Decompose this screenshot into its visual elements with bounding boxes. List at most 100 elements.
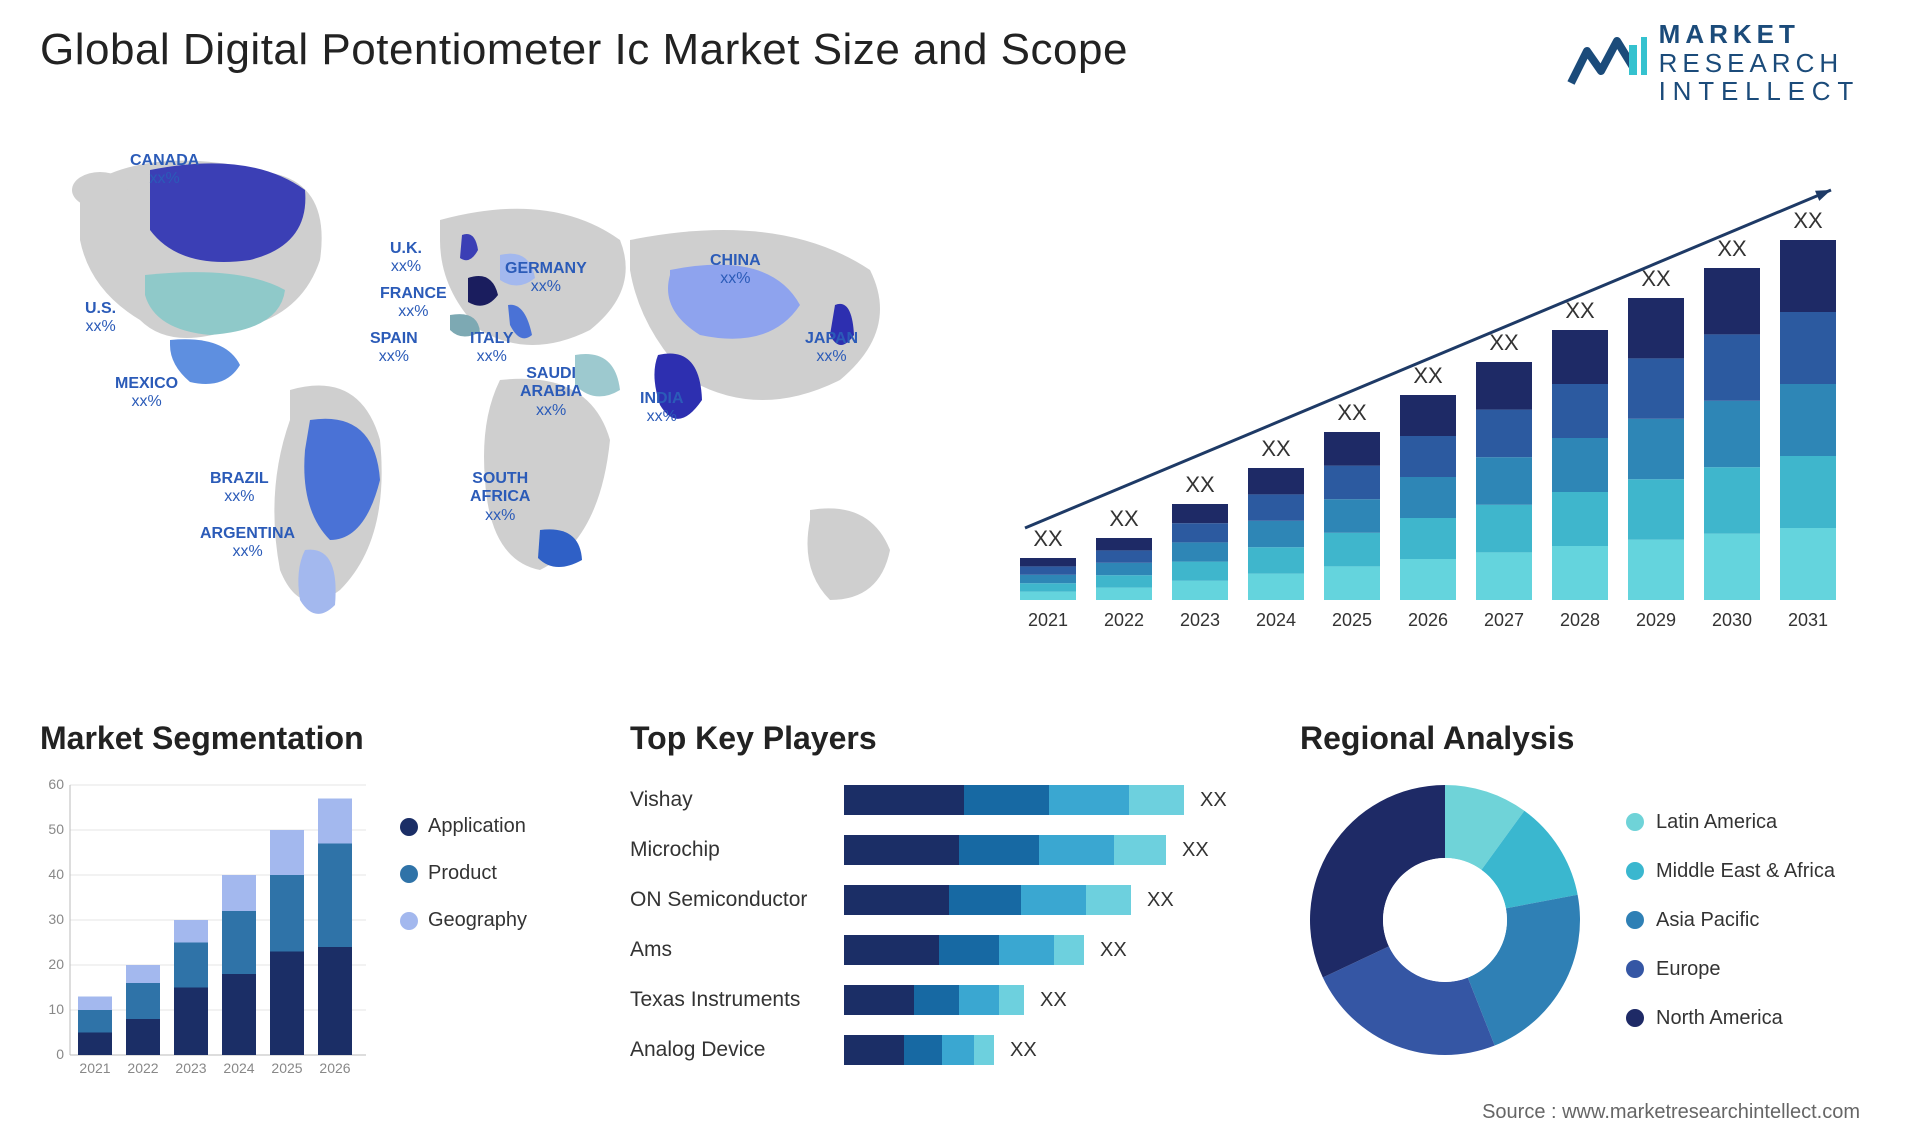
regional-donut xyxy=(1300,775,1590,1065)
svg-text:XX: XX xyxy=(1717,236,1747,261)
svg-text:2024: 2024 xyxy=(223,1060,254,1076)
svg-text:40: 40 xyxy=(48,866,64,882)
svg-text:2029: 2029 xyxy=(1636,610,1676,630)
logo-text-3: INTELLECT xyxy=(1659,77,1860,106)
svg-text:2021: 2021 xyxy=(79,1060,110,1076)
players-title: Top Key Players xyxy=(630,720,1250,757)
svg-text:XX: XX xyxy=(1185,472,1215,497)
players-panel: Top Key Players VishayXXMicrochipXXON Se… xyxy=(630,720,1250,1075)
world-map: CANADAxx% U.S.xx% MEXICOxx% BRAZILxx% ARGENT… xyxy=(30,120,940,670)
player-value: XX xyxy=(1147,889,1174,912)
player-bar xyxy=(844,935,1084,965)
svg-text:XX: XX xyxy=(1337,400,1367,425)
player-name: Microchip xyxy=(630,838,840,862)
player-value: XX xyxy=(1010,1039,1037,1062)
player-bar xyxy=(844,835,1166,865)
player-value: XX xyxy=(1200,789,1227,812)
player-row: Ams XX xyxy=(630,925,1250,975)
player-row: Analog Device XX xyxy=(630,1025,1250,1075)
seg-legend-item: Application xyxy=(400,815,527,838)
svg-text:2031: 2031 xyxy=(1788,610,1828,630)
seg-legend-item: Geography xyxy=(400,909,527,932)
map-label-china: CHINAxx% xyxy=(710,252,761,289)
svg-text:XX: XX xyxy=(1489,330,1519,355)
player-name: ON Semiconductor xyxy=(630,888,840,912)
seg-legend-item: Product xyxy=(400,862,527,885)
segmentation-title: Market Segmentation xyxy=(40,720,580,757)
player-row: Texas Instruments XX xyxy=(630,975,1250,1025)
svg-text:XX: XX xyxy=(1793,208,1823,233)
svg-text:20: 20 xyxy=(48,956,64,972)
player-value: XX xyxy=(1040,989,1067,1012)
svg-text:XX: XX xyxy=(1109,506,1139,531)
map-label-usa: U.S.xx% xyxy=(85,300,116,337)
player-name: Analog Device xyxy=(630,1038,840,1062)
svg-text:2028: 2028 xyxy=(1560,610,1600,630)
regional-legend: Latin America Middle East & Africa Asia Pa… xyxy=(1626,811,1835,1030)
segmentation-legend: Application Product Geography xyxy=(400,815,527,932)
svg-text:XX: XX xyxy=(1413,363,1443,388)
svg-text:2023: 2023 xyxy=(175,1060,206,1076)
map-label-uk: U.K.xx% xyxy=(390,240,422,277)
player-bar xyxy=(844,1035,994,1065)
svg-text:10: 10 xyxy=(48,1001,64,1017)
map-label-argentina: ARGENTINAxx% xyxy=(200,525,295,562)
map-label-brazil: BRAZILxx% xyxy=(210,470,269,507)
player-row: ON Semiconductor XX xyxy=(630,875,1250,925)
svg-text:XX: XX xyxy=(1641,266,1671,291)
map-label-saudi: SAUDIARABIAxx% xyxy=(520,365,582,420)
svg-text:2023: 2023 xyxy=(1180,610,1220,630)
logo-mark-icon xyxy=(1567,31,1647,95)
svg-text:2025: 2025 xyxy=(271,1060,302,1076)
svg-text:50: 50 xyxy=(48,821,64,837)
svg-text:2026: 2026 xyxy=(319,1060,350,1076)
player-value: XX xyxy=(1182,839,1209,862)
trend-chart: XX 2021 XX 2022 XX 2023 XX 2024 XX 2025 XX 2026 XX 20… xyxy=(1000,140,1860,660)
map-label-canada: CANADAxx% xyxy=(130,152,199,189)
svg-text:60: 60 xyxy=(48,776,64,792)
player-row: Vishay XX xyxy=(630,775,1250,825)
player-name: Ams xyxy=(630,938,840,962)
player-row: Microchip XX xyxy=(630,825,1250,875)
svg-text:2022: 2022 xyxy=(1104,610,1144,630)
regional-legend-item: Middle East & Africa xyxy=(1626,860,1835,883)
svg-text:30: 30 xyxy=(48,911,64,927)
logo-text-2: RESEARCH xyxy=(1659,49,1860,78)
map-label-south_africa: SOUTHAFRICAxx% xyxy=(470,470,530,525)
page-title: Global Digital Potentiometer Ic Market S… xyxy=(40,25,1128,75)
brand-logo: MARKET RESEARCH INTELLECT xyxy=(1567,20,1860,106)
svg-text:2022: 2022 xyxy=(127,1060,158,1076)
map-label-mexico: MEXICOxx% xyxy=(115,375,178,412)
player-bar xyxy=(844,885,1131,915)
map-label-italy: ITALYxx% xyxy=(470,330,514,367)
regional-panel: Regional Analysis Latin America Middle Ea… xyxy=(1300,720,1880,1065)
svg-text:XX: XX xyxy=(1033,526,1063,551)
map-label-germany: GERMANYxx% xyxy=(505,260,587,297)
source-attribution: Source : www.marketresearchintellect.com xyxy=(1482,1101,1860,1124)
svg-text:2021: 2021 xyxy=(1028,610,1068,630)
svg-text:2024: 2024 xyxy=(1256,610,1296,630)
svg-text:2026: 2026 xyxy=(1408,610,1448,630)
player-name: Texas Instruments xyxy=(630,988,840,1012)
svg-text:XX: XX xyxy=(1261,436,1291,461)
svg-text:2025: 2025 xyxy=(1332,610,1372,630)
player-value: XX xyxy=(1100,939,1127,962)
segmentation-chart: 0 10 20 30 40 50 60 2021 2022 2023 2024 2025 2026 xyxy=(40,775,370,1085)
svg-text:0: 0 xyxy=(56,1046,64,1062)
logo-text-1: MARKET xyxy=(1659,20,1860,49)
svg-text:2027: 2027 xyxy=(1484,610,1524,630)
player-bar xyxy=(844,985,1024,1015)
segmentation-panel: Market Segmentation 0 10 20 30 40 50 60 2021 202… xyxy=(40,720,580,1085)
regional-legend-item: Latin America xyxy=(1626,811,1835,834)
map-label-france: FRANCExx% xyxy=(380,285,447,322)
map-label-india: INDIAxx% xyxy=(640,390,684,427)
svg-text:2030: 2030 xyxy=(1712,610,1752,630)
map-label-spain: SPAINxx% xyxy=(370,330,418,367)
regional-title: Regional Analysis xyxy=(1300,720,1880,757)
player-bar xyxy=(844,785,1184,815)
regional-legend-item: North America xyxy=(1626,1007,1835,1030)
regional-legend-item: Asia Pacific xyxy=(1626,909,1835,932)
map-label-japan: JAPANxx% xyxy=(805,330,858,367)
player-name: Vishay xyxy=(630,788,840,812)
regional-legend-item: Europe xyxy=(1626,958,1835,981)
